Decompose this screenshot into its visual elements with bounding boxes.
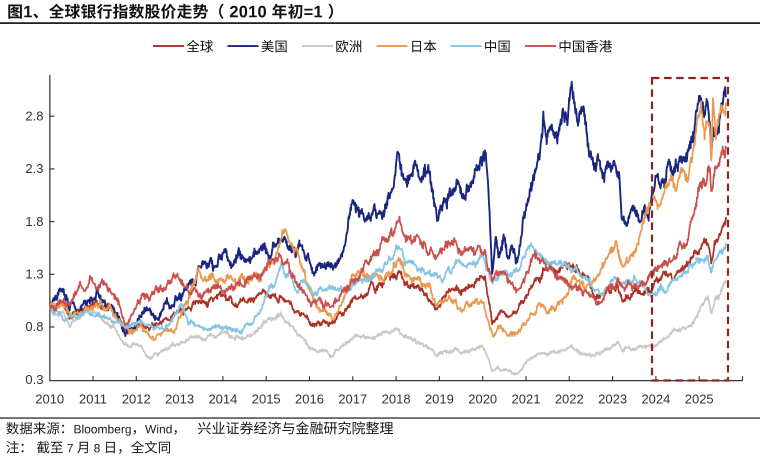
svg-text:2010: 2010 [35, 392, 64, 407]
svg-text:1.3: 1.3 [25, 267, 43, 282]
svg-text:2015: 2015 [252, 392, 281, 407]
svg-text:2022: 2022 [555, 392, 584, 407]
svg-text:2013: 2013 [165, 392, 194, 407]
svg-text:2019: 2019 [425, 392, 454, 407]
svg-text:2020: 2020 [468, 392, 497, 407]
svg-text:2024: 2024 [641, 392, 670, 407]
svg-text:1.8: 1.8 [25, 214, 43, 229]
svg-text:2014: 2014 [208, 392, 237, 407]
svg-text:2018: 2018 [382, 392, 411, 407]
svg-text:2016: 2016 [295, 392, 324, 407]
svg-text:2025: 2025 [685, 392, 714, 407]
svg-text:2017: 2017 [338, 392, 367, 407]
svg-text:2.3: 2.3 [25, 161, 43, 176]
svg-text:2023: 2023 [598, 392, 627, 407]
svg-text:2011: 2011 [79, 392, 107, 407]
svg-text:0.3: 0.3 [25, 372, 43, 387]
svg-text:2.8: 2.8 [25, 108, 43, 123]
svg-text:2021: 2021 [512, 392, 541, 407]
svg-text:2012: 2012 [122, 392, 151, 407]
svg-text:0.8: 0.8 [25, 319, 43, 334]
